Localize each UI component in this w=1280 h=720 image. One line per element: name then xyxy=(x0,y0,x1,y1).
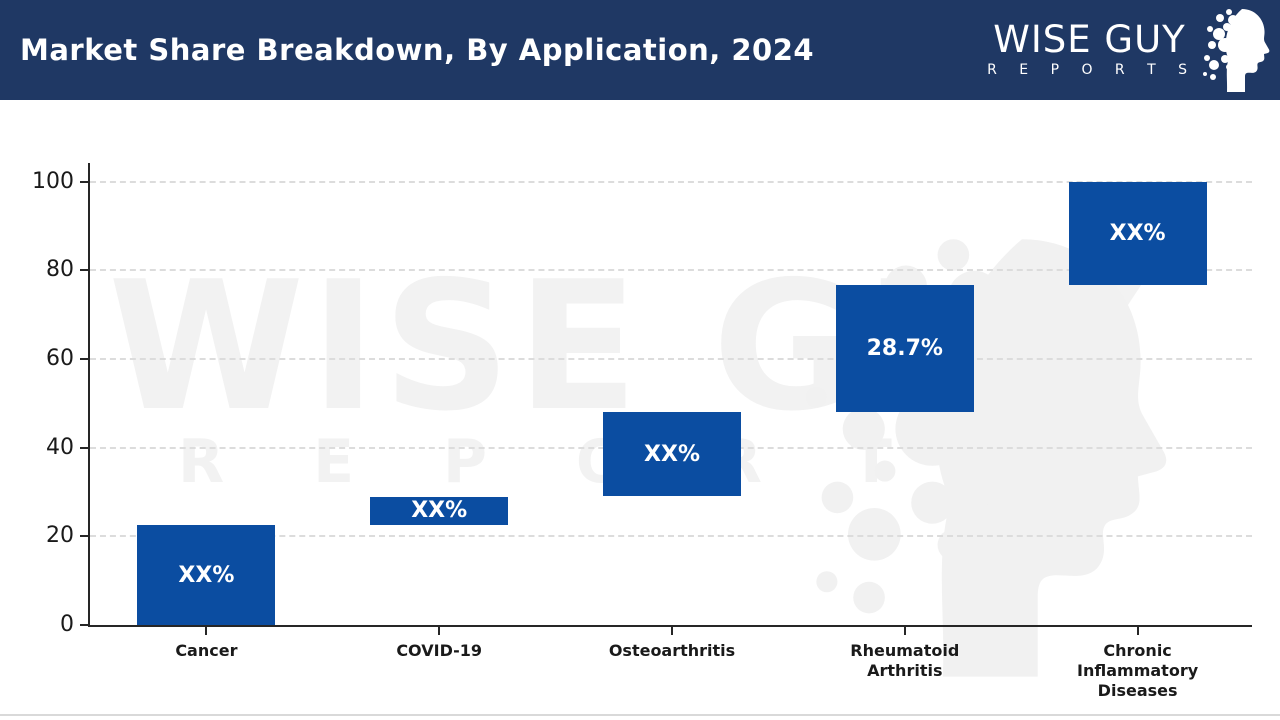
bar: XX% xyxy=(137,525,276,625)
bar-value-label: XX% xyxy=(644,441,700,467)
bar: 28.7% xyxy=(835,285,974,413)
gridline xyxy=(90,535,1252,538)
bar-value-label: XX% xyxy=(1109,220,1166,246)
x-axis-category-label: Cancer xyxy=(175,641,238,660)
bar-value-label: XX% xyxy=(411,498,468,524)
y-axis-tick-label: 20 xyxy=(46,523,74,549)
y-axis-tick-label: 100 xyxy=(32,168,74,194)
bar-value-label: XX% xyxy=(178,562,235,588)
chart-canvas: WISE GUY R E P O R T S 020406080100XX%Ca… xyxy=(0,100,1280,716)
bar: XX% xyxy=(370,496,509,526)
x-axis-category-label: Osteoarthritis xyxy=(608,641,736,660)
x-axis-category-label: Chronic Inflammatory Diseases xyxy=(1077,641,1199,700)
brand-logo-text: WISE GUY R E P O R T S xyxy=(983,18,1196,78)
y-axis-tick xyxy=(80,269,88,272)
brand-face-icon xyxy=(1203,9,1270,92)
x-axis-tick xyxy=(1136,627,1139,635)
gridline xyxy=(90,269,1252,272)
x-axis-tick xyxy=(205,627,208,635)
brand-subname: R E P O R T S xyxy=(987,61,1196,78)
brand-logo: WISE GUY R E P O R T S xyxy=(983,6,1272,92)
bar: XX% xyxy=(603,412,741,497)
y-axis-tick-label: 0 xyxy=(60,612,74,637)
x-axis-tick xyxy=(438,627,441,635)
y-axis-tick-label: 40 xyxy=(46,434,74,460)
header: Market Share Breakdown, By Application, … xyxy=(0,0,1280,100)
gridline xyxy=(90,180,1252,183)
y-axis-tick xyxy=(80,535,88,538)
y-axis-tick xyxy=(80,446,88,449)
x-axis-tick xyxy=(671,627,673,635)
page-title: Market Share Breakdown, By Application, … xyxy=(20,33,815,67)
plot-area: 0 20 40 60 80 100 XX% Cancer XX% COVID-19 XX% Osteo… xyxy=(32,163,1252,700)
bar-value-label: 28.7% xyxy=(866,336,943,362)
y-axis-tick-label: 60 xyxy=(46,346,74,372)
y-axis-tick xyxy=(80,624,88,626)
x-axis-category-label: COVID-19 xyxy=(396,641,483,660)
brand-name: WISE GUY xyxy=(993,18,1186,62)
y-axis-tick xyxy=(80,180,88,183)
x-axis-tick xyxy=(903,627,906,635)
y-axis-tick xyxy=(80,358,88,361)
y-axis-tick-label: 80 xyxy=(46,257,74,283)
x-axis-category-label: Rheumatoid Arthritis xyxy=(850,641,960,680)
gridline xyxy=(90,358,1252,361)
bar: XX% xyxy=(1068,181,1207,286)
